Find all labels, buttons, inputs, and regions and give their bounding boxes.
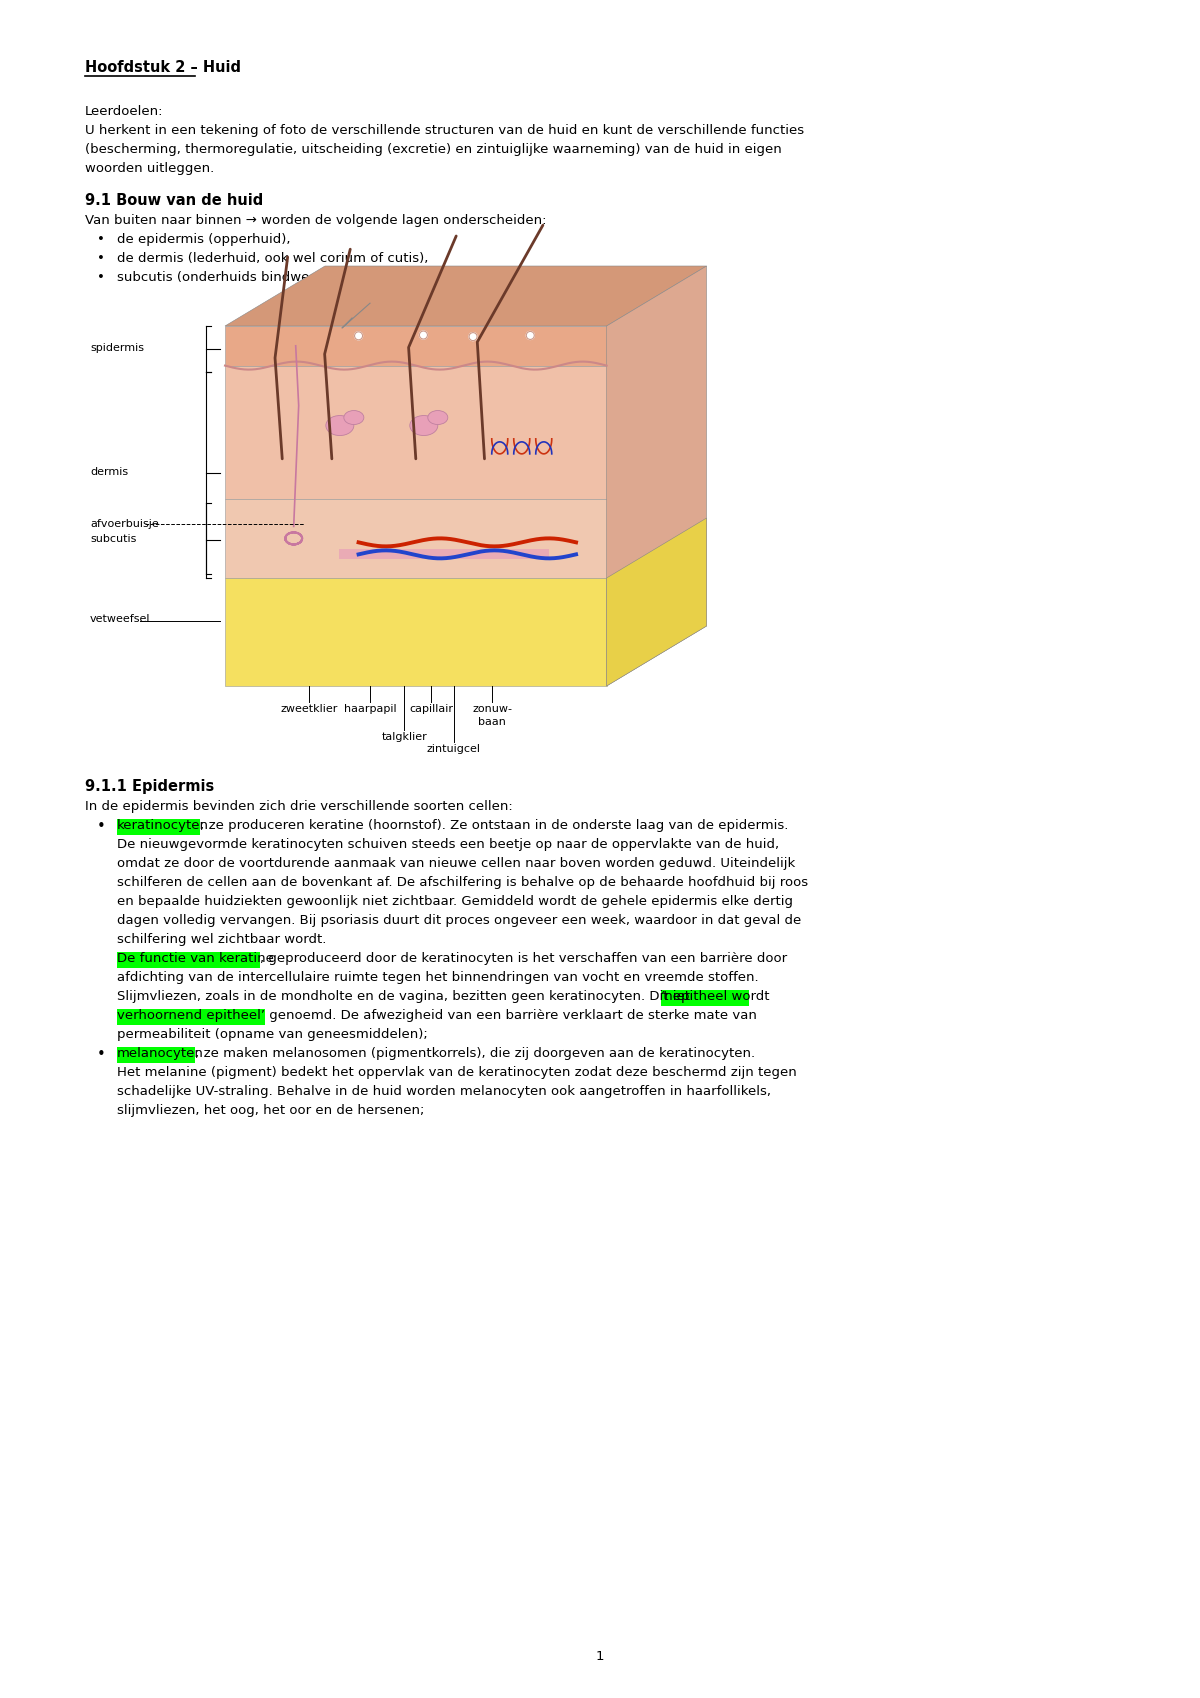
- Ellipse shape: [344, 411, 364, 424]
- Text: Slijmvliezen, zoals in de mondholte en de vagina, bezitten geen keratinocyten. D: Slijmvliezen, zoals in de mondholte en d…: [118, 990, 774, 1004]
- Text: zweetklier: zweetklier: [281, 705, 337, 713]
- Bar: [226, 326, 606, 365]
- Polygon shape: [226, 267, 707, 326]
- Text: permeabiliteit (opname van geneesmiddelen);: permeabiliteit (opname van geneesmiddele…: [118, 1027, 427, 1041]
- Text: •: •: [97, 272, 104, 284]
- Ellipse shape: [427, 411, 448, 424]
- Text: ; ze produceren keratine (hoornstof). Ze ontstaan in de onderste laag van de epi: ; ze produceren keratine (hoornstof). Ze…: [200, 818, 788, 832]
- Circle shape: [469, 333, 478, 341]
- Text: , geproduceerd door de keratinocyten is het verschaffen van een barrière door: , geproduceerd door de keratinocyten is …: [260, 953, 787, 964]
- Text: baan: baan: [478, 717, 506, 727]
- Text: Van buiten naar binnen → worden de volgende lagen onderscheiden:: Van buiten naar binnen → worden de volge…: [85, 214, 546, 228]
- Text: spidermis: spidermis: [90, 343, 144, 353]
- Text: zintuigcel: zintuigcel: [427, 744, 481, 754]
- Text: Hoofdstuk 2 – Huid: Hoofdstuk 2 – Huid: [85, 59, 241, 75]
- Text: subcutis: subcutis: [90, 535, 137, 545]
- Text: omdat ze door de voortdurende aanmaak van nieuwe cellen naar boven worden geduwd: omdat ze door de voortdurende aanmaak va…: [118, 857, 796, 869]
- Text: zonuw-: zonuw-: [472, 705, 512, 713]
- Text: haarpapil: haarpapil: [343, 705, 396, 713]
- Text: De functie van keratine: De functie van keratine: [118, 953, 274, 964]
- Text: •: •: [97, 251, 104, 265]
- Text: keratinocyten: keratinocyten: [118, 818, 209, 832]
- Text: de dermis (lederhuid, ook wel corium of cutis),: de dermis (lederhuid, ook wel corium of …: [118, 251, 428, 265]
- Text: •: •: [97, 233, 104, 246]
- Text: ‘niet: ‘niet: [661, 990, 691, 1004]
- Text: capillair: capillair: [409, 705, 454, 713]
- Text: Leerdoelen:: Leerdoelen:: [85, 105, 163, 117]
- Text: slijmvliezen, het oog, het oor en de hersenen;: slijmvliezen, het oog, het oor en de her…: [118, 1104, 425, 1117]
- Text: schilferen de cellen aan de bovenkant af. De afschilfering is behalve op de beha: schilferen de cellen aan de bovenkant af…: [118, 876, 808, 890]
- Text: schadelijke UV-straling. Behalve in de huid worden melanocyten ook aangetroffen : schadelijke UV-straling. Behalve in de h…: [118, 1085, 772, 1099]
- Text: 1: 1: [595, 1650, 605, 1662]
- Bar: [226, 365, 606, 499]
- Bar: [118, 953, 260, 968]
- Text: genoemd. De afwezigheid van een barrière verklaart de sterke mate van: genoemd. De afwezigheid van een barrière…: [265, 1009, 757, 1022]
- Text: afdichting van de intercellulaire ruimte tegen het binnendringen van vocht en vr: afdichting van de intercellulaire ruimte…: [118, 971, 758, 985]
- Text: melanocyten: melanocyten: [118, 1048, 204, 1060]
- Text: de epidermis (opperhuid),: de epidermis (opperhuid),: [118, 233, 290, 246]
- Text: porie: porie: [338, 306, 365, 316]
- Text: verhoornend epitheel’: verhoornend epitheel’: [118, 1009, 265, 1022]
- Text: De nieuwgevormde keratinocyten schuiven steeds een beetje op naar de oppervlakte: De nieuwgevormde keratinocyten schuiven …: [118, 839, 779, 851]
- Text: dagen volledig vervangen. Bij psoriasis duurt dit proces ongeveer een week, waar: dagen volledig vervangen. Bij psoriasis …: [118, 914, 802, 927]
- Text: 9.1.1 Epidermis: 9.1.1 Epidermis: [85, 779, 215, 795]
- Circle shape: [420, 331, 427, 340]
- Text: •: •: [97, 1048, 106, 1061]
- Text: ; ze maken melanosomen (pigmentkorrels), die zij doorgeven aan de keratinocyten.: ; ze maken melanosomen (pigmentkorrels),…: [194, 1048, 755, 1060]
- Polygon shape: [606, 267, 707, 686]
- Text: 9.1 Bouw van de huid: 9.1 Bouw van de huid: [85, 194, 263, 207]
- Ellipse shape: [326, 416, 354, 436]
- Text: en bepaalde huidziekten gewoonlijk niet zichtbaar. Gemiddeld wordt de gehele epi: en bepaalde huidziekten gewoonlijk niet …: [118, 895, 793, 908]
- Bar: [226, 499, 606, 577]
- Text: vetweefsel: vetweefsel: [90, 615, 150, 625]
- Text: dermis: dermis: [90, 467, 128, 477]
- Bar: [118, 1009, 265, 1026]
- Text: •: •: [97, 818, 106, 834]
- Circle shape: [527, 331, 534, 340]
- Text: woorden uitleggen.: woorden uitleggen.: [85, 161, 215, 175]
- Text: schilfering wel zichtbaar wordt.: schilfering wel zichtbaar wordt.: [118, 932, 326, 946]
- Text: subcutis (onderhuids bindweefsel, ook wel hypodermis).: subcutis (onderhuids bindweefsel, ook we…: [118, 272, 493, 284]
- Text: Het melanine (pigment) bedekt het oppervlak van de keratinocyten zodat deze besc: Het melanine (pigment) bedekt het opperv…: [118, 1066, 797, 1078]
- Bar: [226, 577, 606, 686]
- Text: In de epidermis bevinden zich drie verschillende soorten cellen:: In de epidermis bevinden zich drie versc…: [85, 800, 512, 813]
- Ellipse shape: [409, 416, 438, 436]
- Bar: [661, 990, 749, 1005]
- Text: talgklier: talgklier: [382, 732, 427, 742]
- Text: afvoerbuisje: afvoerbuisje: [90, 518, 158, 528]
- Bar: [340, 548, 550, 559]
- Polygon shape: [606, 518, 707, 686]
- Bar: [118, 1048, 194, 1063]
- Text: U herkent in een tekening of foto de verschillende structuren van de huid en kun: U herkent in een tekening of foto de ver…: [85, 124, 804, 138]
- Circle shape: [354, 331, 362, 340]
- Bar: [118, 818, 200, 835]
- Text: (bescherming, thermoregulatie, uitscheiding (excretie) en zintuiglijke waarnemin: (bescherming, thermoregulatie, uitscheid…: [85, 143, 781, 156]
